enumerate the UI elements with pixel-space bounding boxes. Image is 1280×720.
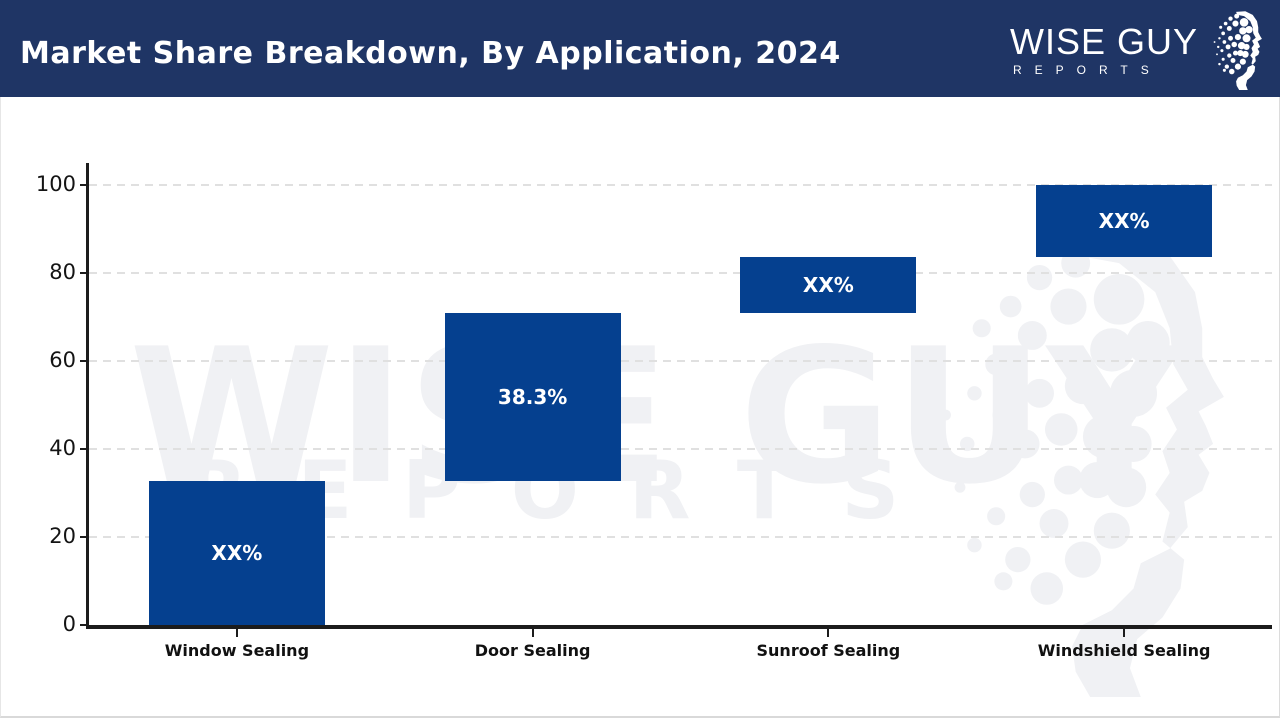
y-axis-tick-label: 40 [49,436,76,460]
page-title: Market Share Breakdown, By Application, … [20,36,841,71]
grid-line [89,184,1272,186]
x-axis-line [86,625,1272,629]
bar-value-label: XX% [211,541,263,566]
y-axis-tick-label: 0 [62,612,76,636]
logo-wordmark: WISE GUY [1009,21,1198,62]
x-axis-tick [1123,628,1126,637]
y-axis-line [86,163,89,628]
y-axis-tick-label: 80 [49,260,76,284]
x-axis-tick [827,628,830,637]
logo-subtitle: REPORTS [1012,63,1162,77]
bar-door-sealing: 38.3% [444,312,621,482]
y-axis-tick-label: 100 [35,172,76,196]
y-axis-tick [80,536,89,538]
bar-sunroof-sealing: XX% [740,256,917,313]
y-axis-tick [80,360,89,362]
x-axis-category-label: Door Sealing [474,641,591,660]
bar-window-sealing: XX% [148,481,325,625]
x-axis-category-label: Sunroof Sealing [756,641,901,660]
y-axis-tick [80,272,89,274]
x-axis-category-label: Window Sealing [164,641,310,660]
bar-value-label: XX% [802,272,854,297]
x-axis-tick [531,628,534,637]
bar-windshield-sealing: XX% [1036,185,1213,257]
wise-guy-reports-logo: WISE GUY REPORTS [1010,8,1264,92]
x-axis-tick [235,628,238,637]
y-axis-tick [80,448,89,450]
y-axis-tick-label: 60 [49,348,76,372]
grid-line [89,448,1272,450]
logo-text: WISE GUY REPORTS [1009,21,1198,77]
grid-line [89,272,1272,274]
head-profile-dots-icon [1213,11,1262,90]
y-axis-tick-label: 20 [49,524,76,548]
header-bar: Market Share Breakdown, By Application, … [0,0,1280,97]
grid-line [89,536,1272,538]
y-axis-tick [80,624,89,626]
bar-value-label: 38.3% [497,384,568,409]
grid-line [89,360,1272,362]
y-axis-tick [80,184,89,186]
bar-value-label: XX% [1098,208,1150,233]
x-axis-category-label: Windshield Sealing [1037,641,1211,660]
